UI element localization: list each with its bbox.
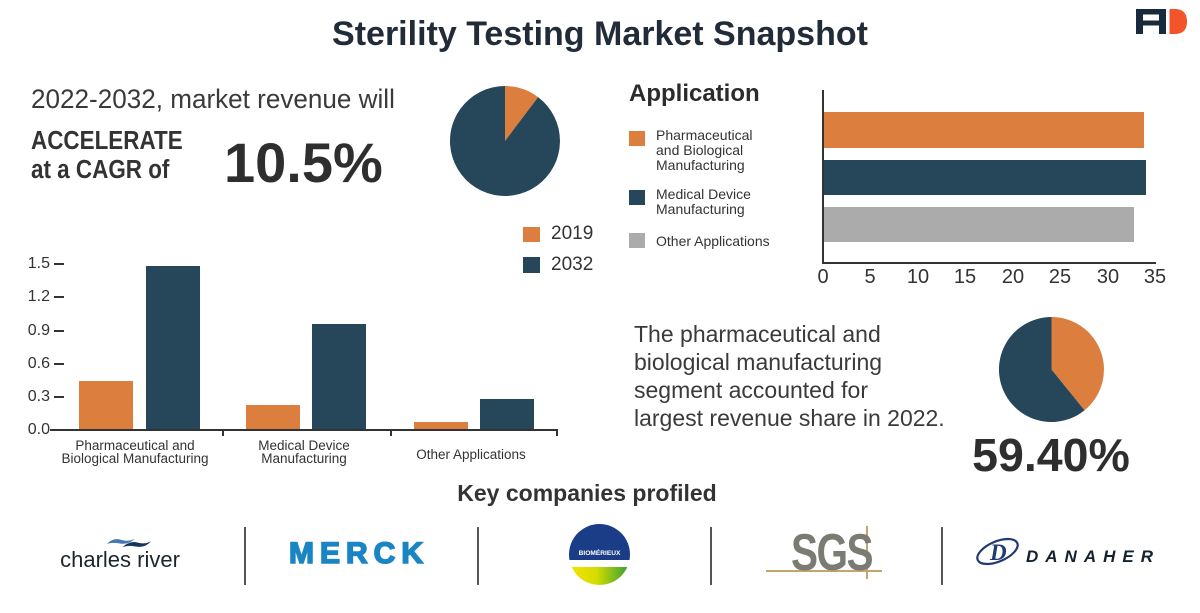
- svg-text:BIOMÉRIEUX: BIOMÉRIEUX: [579, 548, 621, 557]
- svg-text:D: D: [989, 540, 1007, 565]
